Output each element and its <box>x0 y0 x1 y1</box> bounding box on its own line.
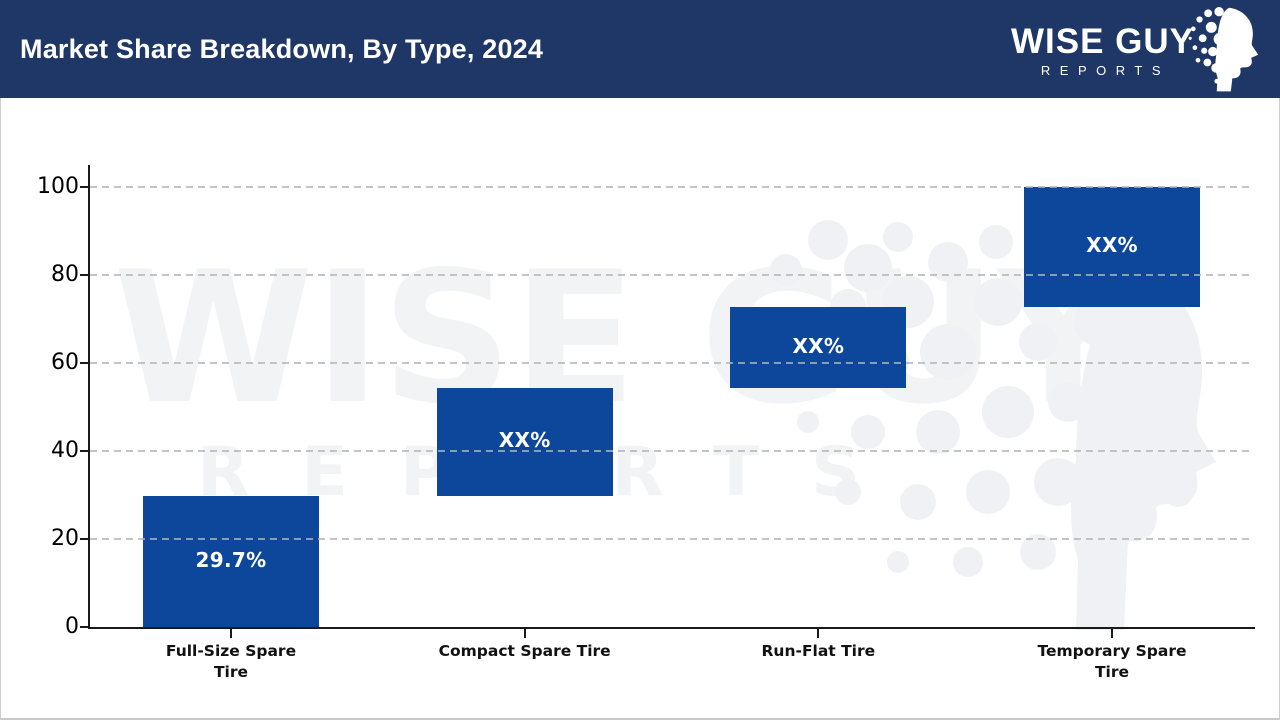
y-tick-mark <box>80 362 89 364</box>
x-tick-mark <box>230 629 232 638</box>
x-category-label: Temporary Spare Tire <box>1037 642 1187 681</box>
x-category-label: Compact Spare Tire <box>438 642 611 660</box>
face-profile-icon <box>1188 7 1259 92</box>
x-category-label: Run-Flat Tire <box>761 642 876 660</box>
y-tick-label: 40 <box>51 438 79 463</box>
y-tick-label: 20 <box>51 526 79 551</box>
page-title: Market Share Breakdown, By Type, 2024 <box>20 33 544 64</box>
x-tick-mark <box>1111 629 1113 638</box>
gridline-100 <box>90 186 1254 188</box>
waterfall-bar-4 <box>1024 187 1200 308</box>
y-tick-label: 100 <box>37 174 79 199</box>
y-tick-label: 60 <box>51 350 79 375</box>
waterfall-bar-3 <box>730 307 907 389</box>
x-category-label: Full-Size Spare Tire <box>165 642 297 681</box>
y-tick-mark <box>80 274 89 276</box>
logo-text: WISE GUY REPORTS <box>1010 21 1194 78</box>
y-tick-label: 80 <box>51 262 79 287</box>
bar-value-label: XX% <box>498 428 551 453</box>
y-tick-mark <box>80 626 89 628</box>
bar-value-label: XX% <box>792 333 845 358</box>
y-axis-line <box>88 165 90 629</box>
bar-value-label: XX% <box>1086 233 1138 258</box>
x-axis-line <box>88 627 1255 629</box>
waterfall-bar-1 <box>143 496 319 627</box>
y-tick-mark <box>80 450 89 452</box>
header-bar: Market Share Breakdown, By Type, 2024 WI… <box>0 0 1280 98</box>
x-tick-mark <box>817 629 820 638</box>
logo-wordmark: WISE GUY <box>1010 21 1194 61</box>
y-tick-label: 0 <box>65 614 79 639</box>
gridline-20 <box>90 538 1254 540</box>
gridline-60 <box>90 362 1254 364</box>
y-tick-mark <box>80 186 89 188</box>
chart-figure: WISE GUY REPORTS 02040608010029.7%Full-S… <box>0 98 1280 720</box>
logo-subtitle: REPORTS <box>1040 62 1171 78</box>
y-tick-mark <box>80 538 89 540</box>
gridline-40 <box>90 450 1254 452</box>
wise-guy-logo: WISE GUY REPORTS <box>1011 6 1266 94</box>
bar-value-label: 29.7% <box>195 547 267 572</box>
x-tick-mark <box>523 629 526 638</box>
waterfall-bar-2 <box>436 388 613 497</box>
gridline-80 <box>90 274 1254 276</box>
